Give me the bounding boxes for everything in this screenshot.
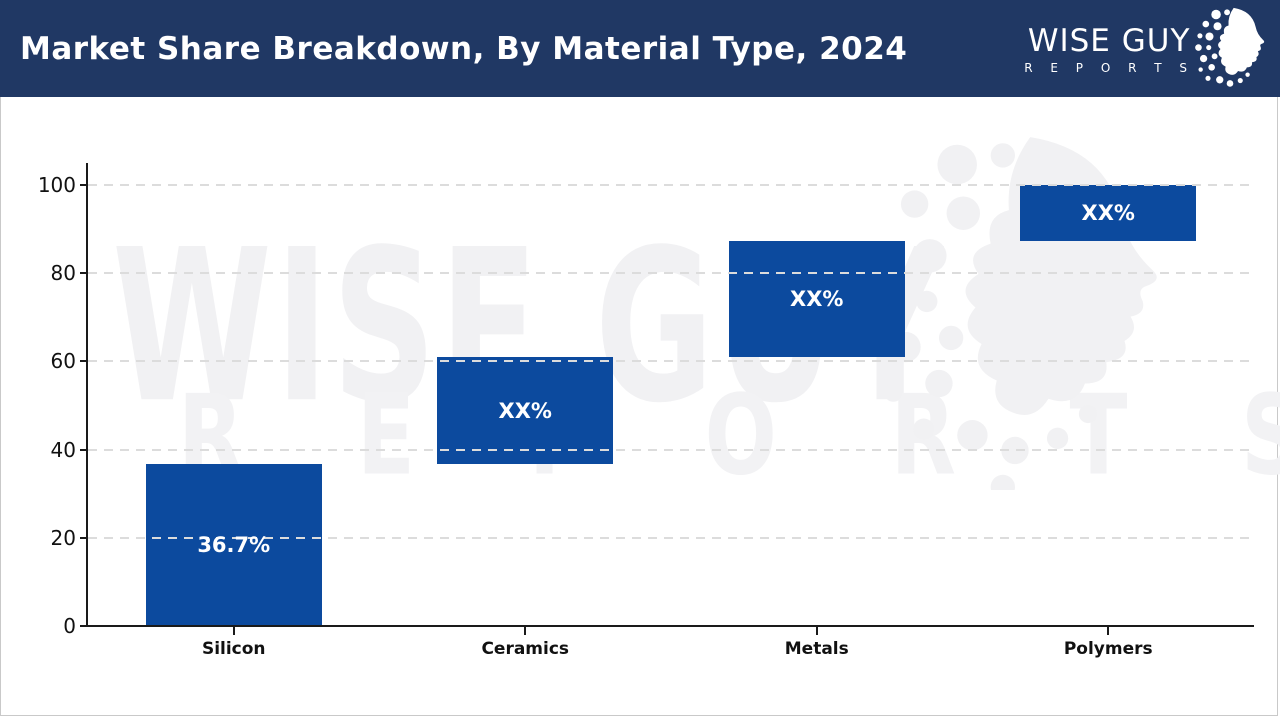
y-tick-60 xyxy=(80,360,88,363)
y-tick-label-80: 80 xyxy=(50,261,76,286)
y-tick-100 xyxy=(80,184,88,186)
page-title: Market Share Breakdown, By Material Type… xyxy=(20,30,908,67)
header-bar: Market Share Breakdown, By Material Type… xyxy=(0,0,1280,97)
gridline-80 xyxy=(88,272,1254,275)
bar-value-label: XX% xyxy=(498,398,552,423)
y-tick-40 xyxy=(80,448,88,451)
brand-logo-subtitle: R E P O R T S xyxy=(1024,61,1194,75)
bar-polymers xyxy=(1020,185,1197,241)
bar-silicon xyxy=(145,464,322,626)
y-tick-20 xyxy=(80,536,88,539)
gridline-100 xyxy=(88,184,1254,186)
x-category-label-polymers: Polymers xyxy=(1063,639,1153,659)
x-tick-metals xyxy=(815,627,818,635)
brand-logo-head-icon xyxy=(1195,7,1265,87)
x-category-label-metals: Metals xyxy=(784,639,849,659)
x-tick-ceramics xyxy=(524,627,527,635)
gridline-60 xyxy=(88,360,1254,363)
x-tick-polymers xyxy=(1107,627,1110,635)
brand-logo-text: WISE GUY R E P O R T S xyxy=(1024,23,1194,75)
watermark-text-reports: R E P O R T S xyxy=(178,372,1280,501)
y-tick-0 xyxy=(80,625,88,627)
gridline-20 xyxy=(88,536,1254,539)
y-tick-label-40: 40 xyxy=(50,437,76,462)
bar-value-label: XX% xyxy=(790,286,844,311)
x-tick-silicon xyxy=(232,627,235,635)
y-tick-label-100: 100 xyxy=(37,173,76,197)
brand-logo: WISE GUY R E P O R T S xyxy=(1024,6,1270,92)
x-axis-line xyxy=(86,625,1254,627)
y-axis-line xyxy=(86,163,88,627)
y-tick-label-0: 0 xyxy=(63,614,76,638)
x-category-label-ceramics: Ceramics xyxy=(481,639,570,659)
bar-ceramics xyxy=(437,356,614,465)
bar-metals xyxy=(728,241,905,357)
gridline-40 xyxy=(88,448,1254,451)
brand-logo-name: WISE GUY xyxy=(1027,23,1191,59)
y-tick-80 xyxy=(80,272,88,275)
bar-value-label: XX% xyxy=(1081,201,1135,225)
y-tick-label-60: 60 xyxy=(50,349,76,374)
bar-value-label: 36.7% xyxy=(197,533,271,558)
x-category-label-silicon: Silicon xyxy=(201,639,266,659)
y-tick-label-20: 20 xyxy=(50,525,76,550)
